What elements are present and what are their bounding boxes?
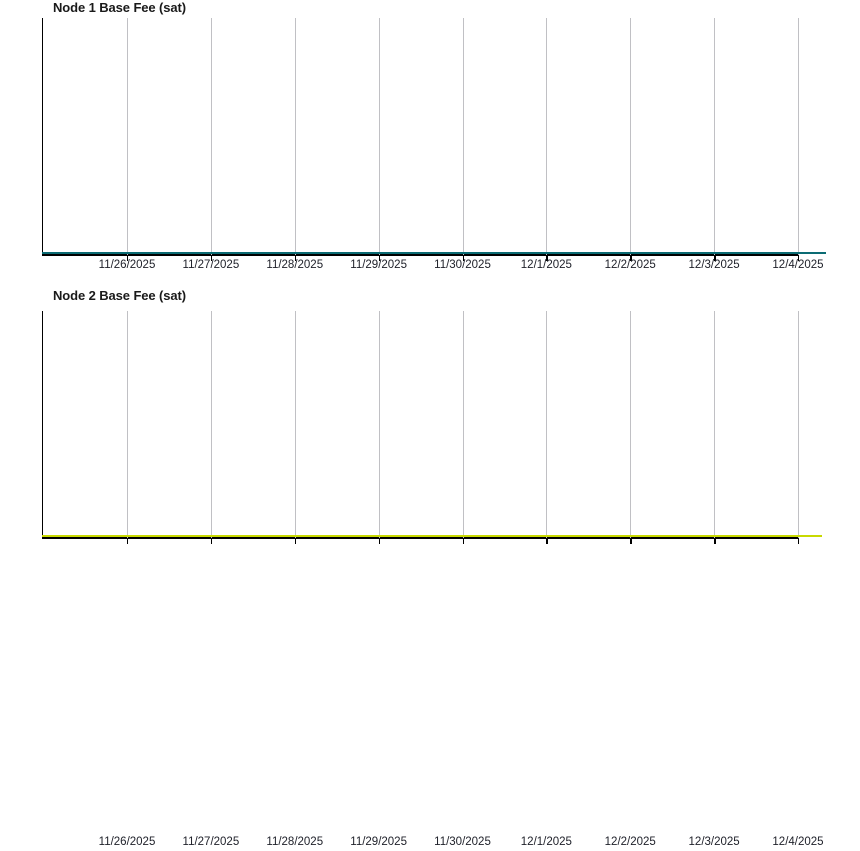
plot-area-node-2 bbox=[42, 311, 822, 544]
x-axis-tick-label: 11/30/2025 bbox=[434, 836, 491, 848]
x-axis-line-node-1 bbox=[42, 254, 798, 256]
gridline bbox=[546, 311, 548, 539]
gridline bbox=[546, 18, 548, 256]
series-line bbox=[42, 534, 822, 537]
x-axis-tick bbox=[294, 538, 297, 544]
x-axis-tick-label: 11/27/2025 bbox=[182, 836, 240, 848]
x-axis-tick-label: 11/26/2025 bbox=[98, 836, 156, 848]
gridline bbox=[378, 18, 380, 256]
y-axis-line-node-2 bbox=[42, 311, 44, 539]
x-axis-tick-label: 12/1/2025 bbox=[520, 259, 572, 271]
gridline bbox=[294, 311, 296, 539]
x-axis-tick-label: 11/27/2025 bbox=[182, 259, 240, 271]
series-line bbox=[42, 251, 826, 254]
x-axis-tick bbox=[714, 255, 716, 261]
x-axis-tick bbox=[630, 255, 632, 261]
gridline bbox=[210, 18, 212, 256]
x-axis-tick-label: 12/3/2025 bbox=[688, 836, 740, 848]
y-axis-line-node-1 bbox=[42, 18, 44, 256]
x-axis-tick-labels-node-1: 11/26/2025 11/27/2025 11/28/2025 11/29/2025… bbox=[0, 258, 860, 274]
gridline bbox=[714, 311, 716, 539]
gridline bbox=[798, 18, 799, 256]
x-axis-tick bbox=[210, 538, 213, 544]
x-axis-tick bbox=[798, 538, 800, 544]
x-axis-tick-label: 11/28/2025 bbox=[266, 259, 324, 271]
x-axis-tick-label: 12/4/2025 bbox=[772, 836, 824, 848]
x-axis-tick bbox=[378, 538, 381, 544]
x-axis-tick-label: 11/30/2025 bbox=[434, 259, 491, 271]
gridline bbox=[462, 311, 464, 539]
x-axis-tick-labels-node-2: 11/26/2025 11/27/2025 11/28/2025 11/29/2025… bbox=[0, 835, 860, 851]
gridline bbox=[210, 311, 212, 539]
x-axis-tick bbox=[127, 255, 129, 261]
x-axis-tick-label: 12/1/2025 bbox=[520, 836, 572, 848]
x-axis-tick-label: 11/29/2025 bbox=[350, 836, 407, 848]
x-axis-line-node-2 bbox=[42, 537, 798, 539]
gridline bbox=[294, 18, 296, 256]
x-axis-tick-label: 12/2/2025 bbox=[604, 836, 656, 848]
x-axis-tick bbox=[462, 538, 464, 544]
x-axis-tick-label: 12/3/2025 bbox=[688, 259, 740, 271]
gridline bbox=[714, 18, 716, 256]
x-axis-tick bbox=[630, 538, 632, 544]
x-axis-tick bbox=[798, 255, 800, 261]
x-axis-tick-label: 11/28/2025 bbox=[266, 836, 324, 848]
chart-panel-node-1: Node 1 Base Fee (sat) 11/26/2025 11/27/20… bbox=[0, 0, 860, 288]
x-axis-tick-label: 11/29/2025 bbox=[350, 259, 407, 271]
x-axis-tick bbox=[294, 255, 297, 261]
gridline bbox=[378, 311, 380, 539]
plot-area-node-1 bbox=[42, 18, 826, 261]
x-axis-tick-label: 11/26/2025 bbox=[98, 259, 156, 271]
gridline bbox=[462, 18, 464, 256]
x-axis-tick bbox=[546, 255, 548, 261]
gridline bbox=[798, 311, 799, 539]
x-axis-tick bbox=[210, 255, 213, 261]
x-axis-tick bbox=[462, 255, 464, 261]
chart-title-node-2: Node 2 Base Fee (sat) bbox=[53, 288, 187, 303]
x-axis-tick bbox=[714, 538, 716, 544]
gridline bbox=[127, 18, 128, 256]
x-axis-tick bbox=[546, 538, 548, 544]
gridline bbox=[127, 311, 128, 539]
x-axis-tick-label: 12/4/2025 bbox=[772, 259, 824, 271]
gridline bbox=[630, 311, 632, 539]
x-axis-tick bbox=[127, 538, 129, 544]
x-axis-tick bbox=[378, 255, 381, 261]
chart-panel-node-2: Node 2 Base Fee (sat) 11/26/2025 11/27/20… bbox=[0, 283, 860, 848]
x-axis-tick-label: 12/2/2025 bbox=[604, 259, 656, 271]
chart-title-node-1: Node 1 Base Fee (sat) bbox=[53, 0, 187, 15]
gridline bbox=[630, 18, 632, 256]
